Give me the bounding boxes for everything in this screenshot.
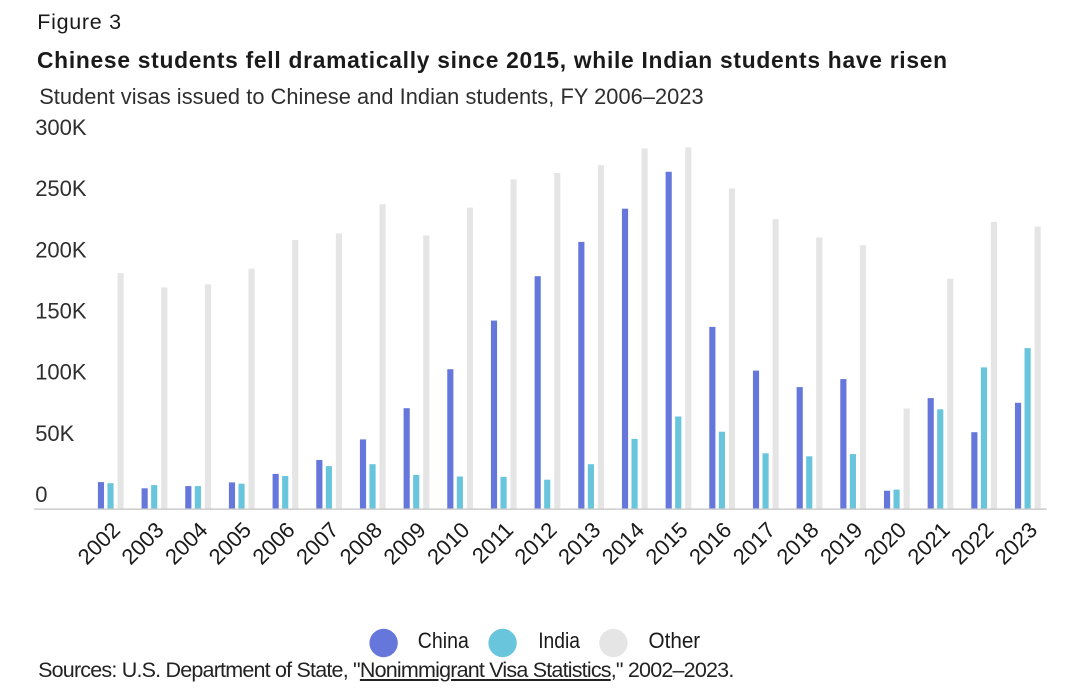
svg-text:2003: 2003	[116, 517, 168, 569]
svg-text:2006: 2006	[247, 517, 299, 569]
svg-text:China: China	[418, 628, 470, 653]
svg-text:150K: 150K	[35, 298, 87, 323]
svg-text:2015: 2015	[640, 517, 692, 569]
svg-text:2009: 2009	[378, 517, 430, 569]
svg-text:2005: 2005	[204, 517, 256, 569]
svg-text:2007: 2007	[291, 517, 343, 569]
svg-text:250K: 250K	[35, 176, 87, 201]
svg-text:2018: 2018	[771, 517, 823, 569]
svg-text:2022: 2022	[946, 517, 998, 569]
svg-text:300K: 300K	[35, 115, 87, 140]
svg-text:200K: 200K	[35, 237, 87, 262]
svg-text:2004: 2004	[160, 517, 212, 569]
svg-text:2012: 2012	[509, 517, 561, 569]
svg-text:100K: 100K	[35, 360, 87, 385]
svg-text:2010: 2010	[422, 517, 474, 569]
svg-text:2021: 2021	[903, 517, 955, 569]
svg-text:2023: 2023	[990, 517, 1042, 569]
svg-text:2011: 2011	[467, 517, 518, 568]
svg-text:India: India	[538, 628, 580, 653]
svg-text:Other: Other	[649, 628, 701, 653]
svg-text:2014: 2014	[597, 517, 649, 569]
svg-text:2019: 2019	[815, 517, 867, 569]
svg-text:2008: 2008	[335, 517, 387, 569]
svg-text:2016: 2016	[684, 517, 736, 569]
svg-text:2002: 2002	[73, 517, 125, 569]
svg-text:2013: 2013	[553, 517, 605, 569]
svg-text:2020: 2020	[859, 517, 911, 569]
svg-text:0: 0	[35, 482, 47, 507]
svg-text:50K: 50K	[35, 421, 74, 446]
svg-text:2017: 2017	[728, 517, 780, 569]
